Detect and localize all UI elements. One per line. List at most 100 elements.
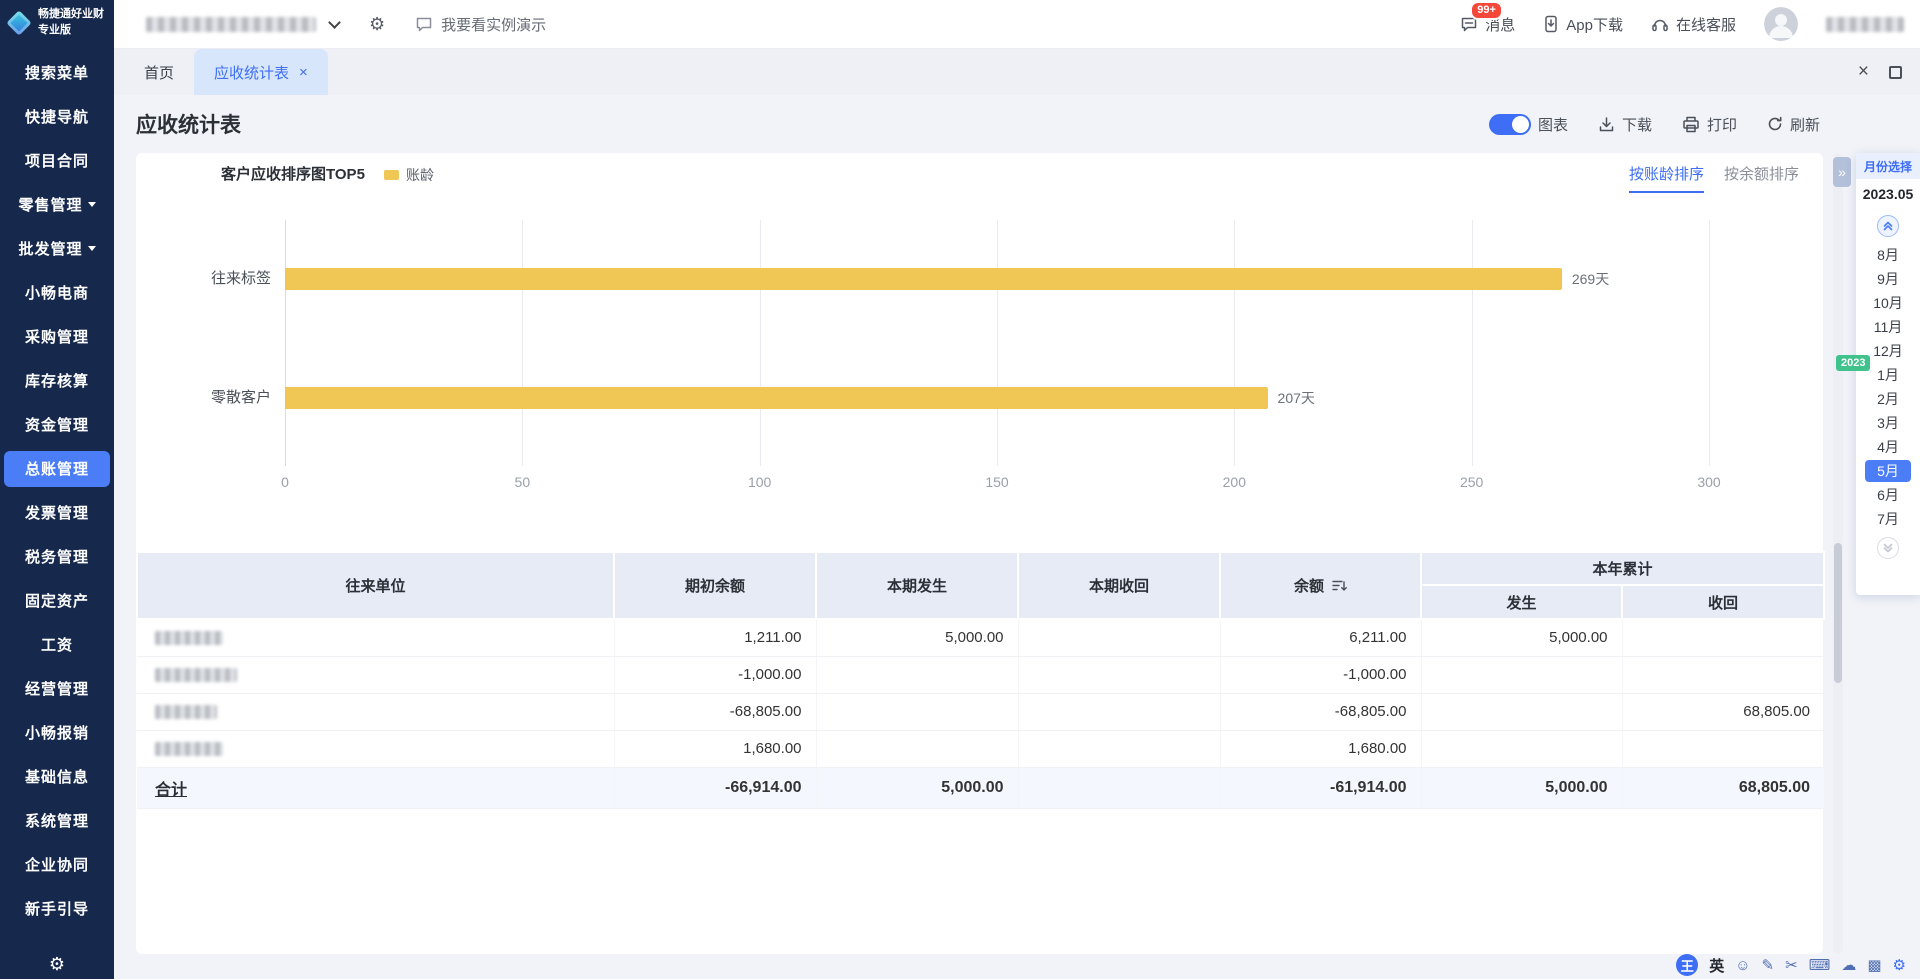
scissors-icon[interactable]: ✂ [1785,957,1798,974]
ime-language-indicator[interactable]: 英 [1709,957,1725,975]
support-button[interactable]: 在线客服 [1651,14,1736,35]
sidebar-item-label: 基础信息 [24,769,89,787]
col-header-ytd-occurred[interactable]: 发生 [1420,584,1623,620]
toggle-switch[interactable] [1488,113,1531,135]
month-item-feb[interactable]: 2月 [1856,387,1920,411]
col-header-current-occurred[interactable]: 本期发生 [815,551,1019,620]
sidebar-item-xiaochang-ecommerce[interactable]: 小畅电商 [0,271,114,315]
ime-logo[interactable]: 王 [1676,954,1699,976]
print-label: 打印 [1706,116,1737,134]
cloud-icon[interactable]: ☁ [1841,957,1857,974]
app-download-button[interactable]: App下载 [1543,14,1623,35]
col-header-balance-label: 余额 [1293,578,1324,595]
toolbox-icon[interactable]: ▩ [1867,957,1882,974]
redacted-company-name [155,704,217,719]
sidebar-item-fund-mgmt[interactable]: 资金管理 [0,403,114,447]
sidebar-item-label: 快捷导航 [24,109,89,127]
opening-balance-cell: -1,000.00 [614,656,817,694]
month-item-sep[interactable]: 9月 [1856,267,1920,291]
balance-cell: 1,680.00 [1220,730,1422,768]
sidebar-item-label: 采购管理 [24,329,89,347]
printer-icon [1683,116,1699,132]
vertical-scrollbar[interactable] [1833,153,1843,954]
close-icon[interactable]: × [1857,61,1869,82]
month-item-aug[interactable]: 8月 [1856,243,1920,267]
print-button[interactable]: 打印 [1682,114,1737,135]
tab-home[interactable]: 首页 [124,49,194,95]
month-item-jun[interactable]: 6月 [1856,483,1920,507]
keyboard-icon[interactable]: ⌨ [1808,957,1831,974]
sidebar-item-fixed-assets[interactable]: 固定资产 [0,579,114,623]
sidebar-item-basic-info[interactable]: 基础信息 [0,755,114,799]
sidebar-item-purchase-mgmt[interactable]: 采购管理 [0,315,114,359]
scroll-down-icon[interactable] [1877,537,1899,559]
scrollbar-thumb[interactable] [1834,543,1842,683]
aging-bar[interactable] [285,268,1562,290]
tab-receivables-report[interactable]: 应收统计表 × [194,49,328,95]
month-item-oct[interactable]: 10月 [1856,291,1920,315]
refresh-button[interactable]: 刷新 [1767,114,1820,135]
sort-by-balance-tab[interactable]: 按余额排序 [1723,166,1799,183]
chart-legend[interactable]: 账龄 [384,165,434,185]
redacted-company-name [155,667,237,682]
opening-balance-cell: 1,680.00 [614,730,817,768]
col-header-current-received[interactable]: 本期收回 [1017,551,1221,620]
table-row[interactable]: -1,000.00 -1,000.00 [137,656,1825,694]
month-item-jul[interactable]: 7月 [1856,507,1920,531]
sidebar-item-quick-nav[interactable]: 快捷导航 [0,95,114,139]
company-selector[interactable] [146,15,341,32]
total-ytd-occurred: 5,000.00 [1421,767,1623,809]
sidebar-item-inventory-accounting[interactable]: 库存核算 [0,359,114,403]
chart-toggle[interactable]: 图表 [1488,113,1568,135]
demo-link[interactable]: 我要看实例演示 [415,14,546,35]
month-item-nov[interactable]: 11月 [1856,315,1920,339]
sort-icon[interactable] [1332,579,1347,592]
sidebar-item-wholesale-mgmt[interactable]: 批发管理 [0,227,114,271]
pen-icon[interactable]: ✎ [1761,957,1775,974]
sort-by-aging-tab[interactable]: 按账龄排序 [1628,163,1704,193]
sidebar-item-beginner-guide[interactable]: 新手引导 [0,887,114,931]
messages-button[interactable]: 消息 99+ [1460,0,1515,35]
gear-icon[interactable]: ⚙ [1892,957,1906,974]
month-item-mar[interactable]: 3月 [1856,411,1920,435]
tab-bar: 首页 应收统计表 × × [114,49,1920,95]
sidebar-item-label: 企业协同 [24,857,89,875]
aging-bar[interactable] [285,387,1268,409]
col-header-ytd-received[interactable]: 收回 [1620,584,1826,620]
month-label: 6月 [1877,487,1899,503]
x-tick-label: 200 [1222,474,1247,490]
user-avatar[interactable] [1764,7,1798,41]
sidebar-item-search-menu[interactable]: 搜索菜单 [0,51,114,95]
month-item-may-active[interactable]: 5月 [1856,459,1920,483]
month-item-jan[interactable]: 1月 [1856,363,1920,387]
col-header-opening-balance[interactable]: 期初余额 [613,551,817,620]
collapse-panel-handle[interactable]: » [1833,157,1851,187]
scroll-up-icon[interactable] [1877,215,1899,237]
sidebar-item-project-contract[interactable]: 项目合同 [0,139,114,183]
table-row[interactable]: 1,680.00 1,680.00 [137,730,1825,768]
redacted-username[interactable] [1826,16,1904,32]
col-header-company[interactable]: 往来单位 [136,551,615,620]
sidebar-item-xiaochang-reimburse[interactable]: 小畅报销 [0,711,114,755]
sidebar-item-invoice-mgmt[interactable]: 发票管理 [0,491,114,535]
sidebar-item-general-ledger[interactable]: 总账管理 [0,447,114,491]
table-row[interactable]: 1,211.00 5,000.00 6,211.00 5,000.00 [137,619,1825,657]
tab-close-icon[interactable]: × [299,63,308,81]
month-item-dec[interactable]: 12月 [1856,339,1920,363]
smiley-icon[interactable]: ☺ [1735,956,1751,974]
sidebar-item-retail-mgmt[interactable]: 零售管理 [0,183,114,227]
maximize-icon[interactable] [1889,65,1902,79]
sidebar-item-payroll[interactable]: 工资 [0,623,114,667]
month-item-apr[interactable]: 4月 [1856,435,1920,459]
table-row[interactable]: -68,805.00 -68,805.00 68,805.00 [137,693,1825,731]
col-header-balance[interactable]: 余额 [1219,551,1422,620]
sidebar-item-label: 批发管理 [18,241,83,259]
sidebar-item-business-mgmt[interactable]: 经营管理 [0,667,114,711]
sidebar-item-enterprise-collab[interactable]: 企业协同 [0,843,114,887]
sidebar-item-system-mgmt[interactable]: 系统管理 [0,799,114,843]
settings-gear-icon[interactable]: ⚙ [369,13,386,34]
download-button[interactable]: 下载 [1598,114,1652,135]
total-label[interactable]: 合计 [155,781,188,799]
sidebar-settings-gear-icon[interactable]: ⚙ [48,954,66,974]
sidebar-item-tax-mgmt[interactable]: 税务管理 [0,535,114,579]
